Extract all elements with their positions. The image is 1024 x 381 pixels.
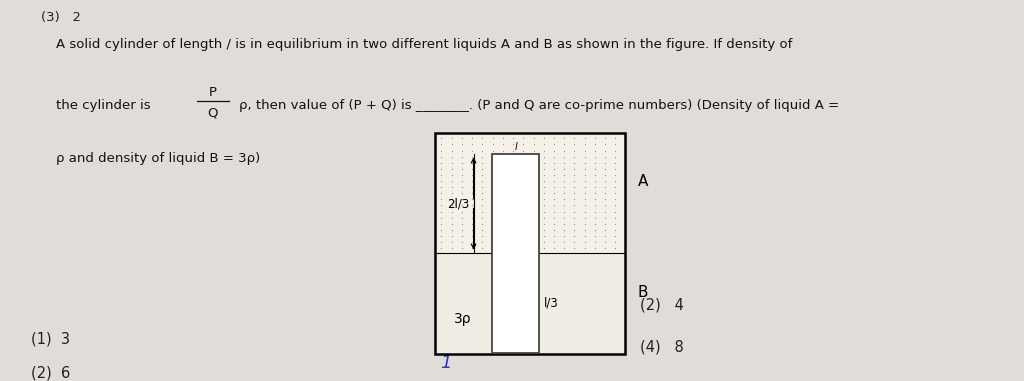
Text: (1)  3: (1) 3	[31, 331, 70, 346]
Text: 2l/3: 2l/3	[447, 197, 469, 210]
Text: (2)   4: (2) 4	[640, 297, 684, 312]
Text: A solid cylinder of length / is in equilibrium in two different liquids A and B : A solid cylinder of length / is in equil…	[56, 38, 793, 51]
Text: Q: Q	[208, 107, 218, 120]
Text: l: l	[514, 142, 517, 152]
Text: (3)   2: (3) 2	[41, 11, 81, 24]
Bar	[492, 154, 540, 353]
Bar	[435, 133, 625, 253]
Text: A: A	[638, 174, 648, 189]
Text: (4)   8: (4) 8	[640, 339, 684, 354]
Text: B: B	[638, 285, 648, 300]
Bar	[435, 253, 625, 354]
Text: ρ and density of liquid B = 3ρ): ρ and density of liquid B = 3ρ)	[56, 152, 260, 165]
Bar	[435, 133, 625, 354]
Text: P: P	[209, 86, 217, 99]
Text: 3ρ: 3ρ	[455, 312, 472, 326]
Text: the cylinder is: the cylinder is	[56, 99, 151, 112]
Text: (2)  6: (2) 6	[31, 366, 70, 381]
Text: 1: 1	[440, 354, 452, 372]
Text: l/3: l/3	[544, 296, 558, 309]
Text: ρ, then value of (P + Q) is ________. (P and Q are co-prime numbers) (Density of: ρ, then value of (P + Q) is ________. (P…	[239, 99, 839, 112]
